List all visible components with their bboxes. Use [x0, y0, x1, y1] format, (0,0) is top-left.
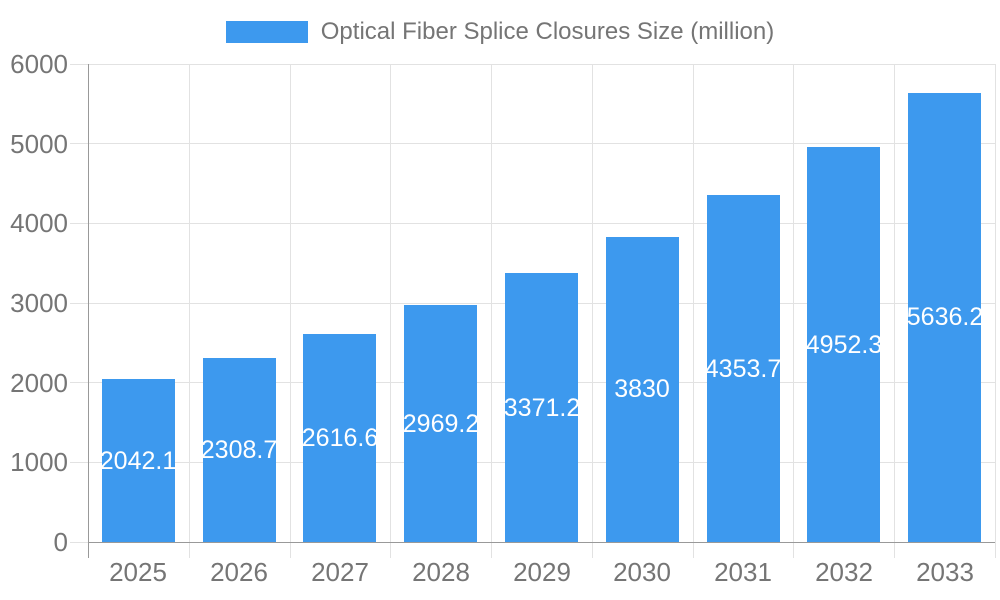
- legend-swatch: [225, 20, 308, 43]
- bar: [303, 334, 376, 542]
- x-axis-tick-label: 2025: [109, 557, 167, 587]
- y-axis-tick: [70, 143, 88, 145]
- gridline-horizontal: [88, 222, 995, 224]
- x-axis-tick-label: 2033: [916, 557, 974, 587]
- x-axis-tick-label: 2028: [412, 557, 470, 587]
- x-axis-line: [88, 541, 995, 543]
- x-axis-tick-label: 2031: [714, 557, 772, 587]
- gridline-horizontal: [88, 63, 995, 65]
- bar: [102, 379, 175, 542]
- y-axis-tick-label: 6000: [10, 49, 68, 79]
- bar: [404, 305, 477, 542]
- y-axis-tick-label: 1000: [10, 447, 68, 478]
- gridline-vertical: [289, 64, 291, 558]
- x-axis-tick-label: 2029: [513, 557, 571, 587]
- x-axis-tick-label: 2026: [210, 557, 268, 587]
- y-axis-tick-label: 0: [53, 527, 68, 557]
- gridline-vertical: [490, 64, 492, 558]
- x-axis-tick-label: 2027: [311, 557, 369, 587]
- bar: [908, 93, 981, 542]
- x-axis-tick-label: 2032: [815, 557, 873, 587]
- y-axis-tick-label: 3000: [10, 288, 68, 318]
- legend-label: Optical Fiber Splice Closures Size (mill…: [320, 17, 775, 45]
- bar: [807, 147, 880, 542]
- y-axis-tick-label: 2000: [10, 367, 68, 398]
- gridline-vertical: [692, 64, 694, 558]
- y-axis-tick-label: 5000: [10, 128, 68, 159]
- gridline-vertical: [188, 64, 190, 558]
- bar: [203, 358, 276, 542]
- gridline-vertical: [792, 64, 794, 558]
- y-axis-tick-label: 4000: [10, 208, 68, 239]
- gridline-vertical: [591, 64, 593, 558]
- y-axis-tick: [70, 222, 88, 224]
- gridline-vertical: [994, 64, 996, 558]
- y-axis-tick: [70, 63, 88, 65]
- y-axis-tick: [70, 541, 88, 543]
- y-axis-tick: [70, 461, 88, 463]
- gridline-vertical: [389, 64, 391, 558]
- x-axis-tick-label: 2030: [613, 557, 671, 587]
- plot-area: 2042.1 2308.7 2616.6 2969.2 3371.2 3830 4353.7…: [88, 63, 996, 558]
- y-axis-tick: [70, 382, 88, 384]
- bar: [707, 195, 780, 542]
- legend-item[interactable]: Optical Fiber Splice Closures Size (mill…: [0, 17, 1000, 45]
- gridline-vertical: [893, 64, 895, 558]
- y-axis-line: [87, 64, 89, 558]
- gridline-horizontal: [88, 143, 995, 145]
- bar: [505, 273, 578, 542]
- y-axis-tick: [70, 302, 88, 304]
- bar: [606, 237, 679, 542]
